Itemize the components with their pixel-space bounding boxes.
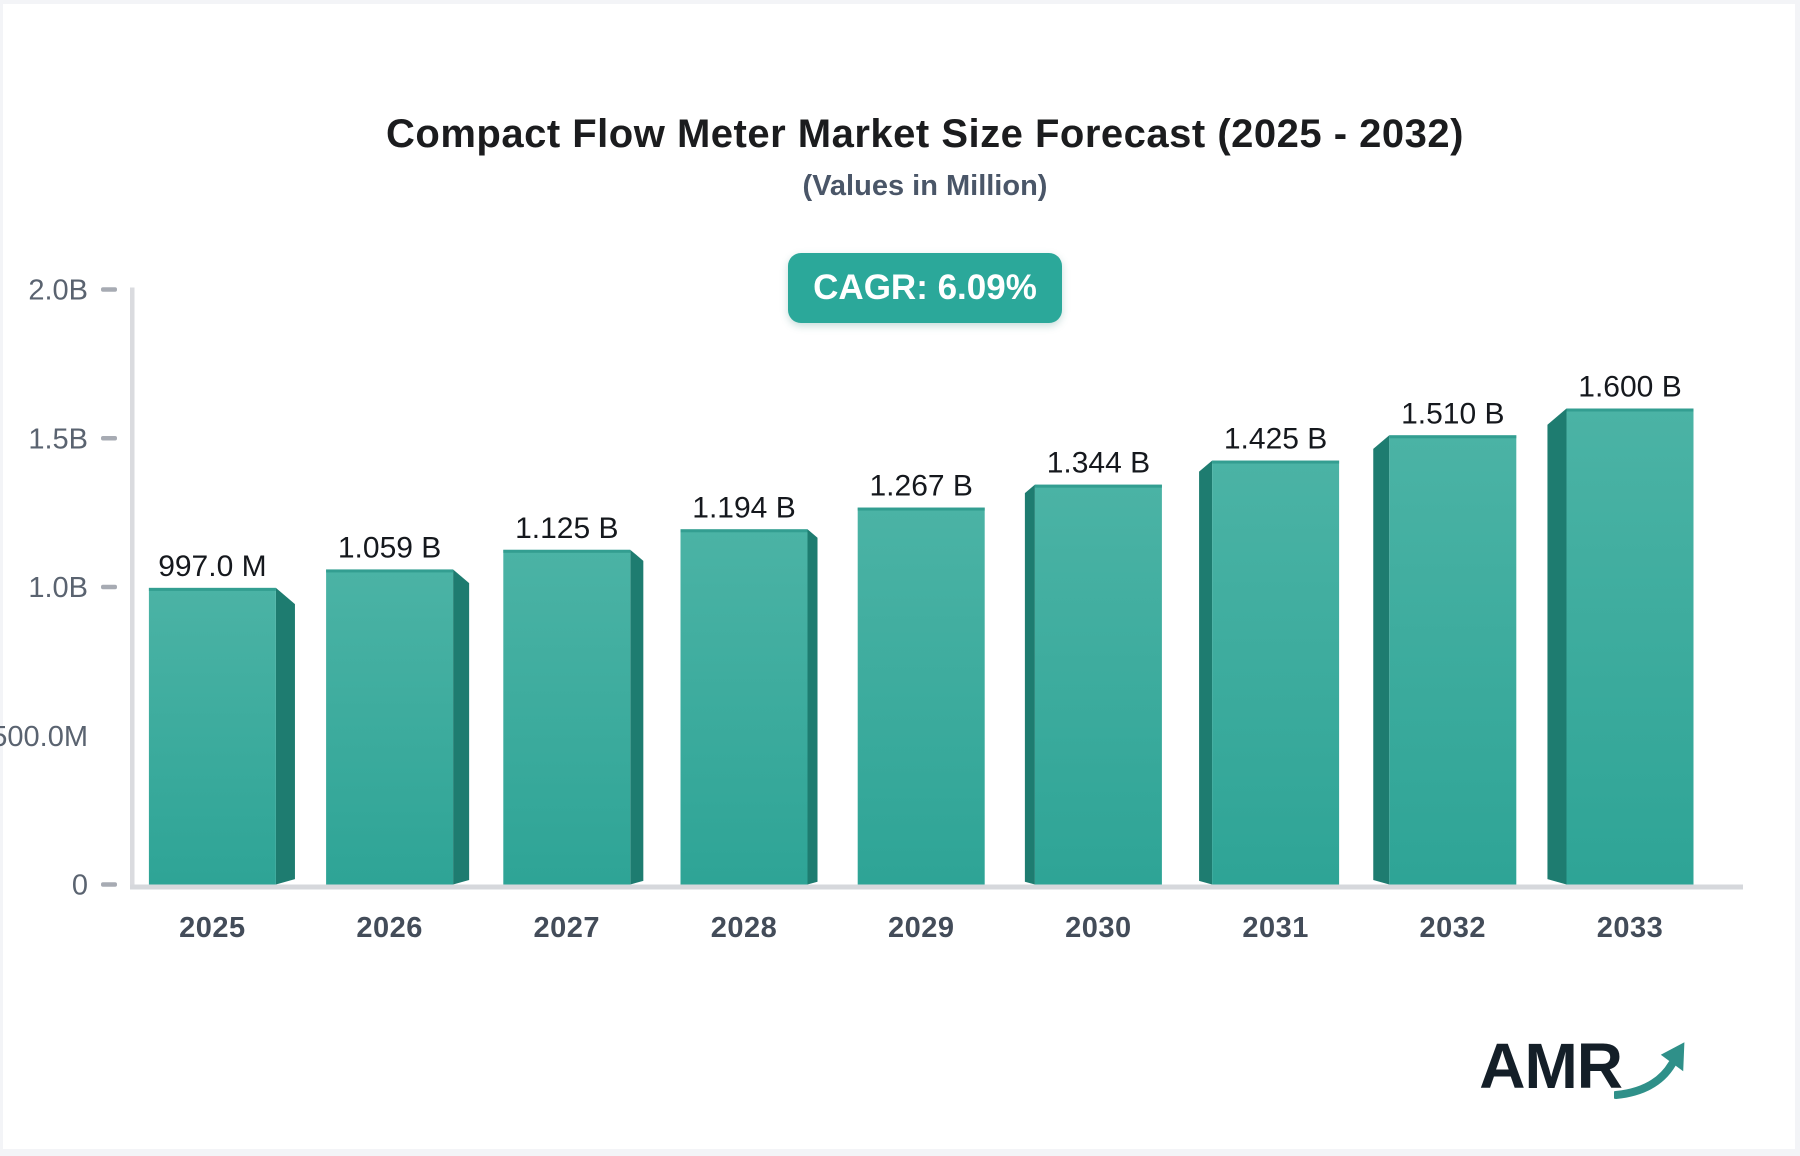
bar-top-edge	[1212, 460, 1340, 464]
bar-top-edge	[1566, 408, 1694, 412]
x-axis-label: 2030	[1065, 912, 1132, 944]
growth-arrow-icon	[1614, 1042, 1685, 1099]
arrow-tail	[1614, 1060, 1676, 1099]
cagr-badge: CAGR: 6.09%	[788, 253, 1062, 323]
bar-value-label: 1.344 B	[1047, 447, 1150, 480]
bar-top-edge	[1034, 484, 1162, 488]
bar-top-edge	[148, 587, 276, 591]
x-axis-label: 2029	[888, 912, 955, 944]
bars-layer	[148, 408, 1694, 885]
bar	[1034, 484, 1162, 885]
y-axis-label: 500.0M	[0, 721, 88, 753]
amr-logo: AMR	[1479, 1030, 1696, 1106]
bar-value-label: 1.510 B	[1401, 397, 1504, 430]
bar-top-edge	[680, 529, 808, 533]
bar-value-label: 1.267 B	[869, 470, 972, 503]
axis-layer: 2.0B 1.5B 1.0B 500.0M 0	[0, 275, 1743, 902]
bar	[1212, 460, 1340, 885]
bar	[680, 529, 808, 885]
bar	[148, 587, 276, 885]
bar-top-edge	[503, 549, 631, 553]
x-axis-label: 2027	[534, 912, 601, 944]
x-axis-label: 2028	[711, 912, 778, 944]
bar-value-label: 1.194 B	[692, 491, 795, 524]
bar	[1389, 435, 1517, 885]
x-axis-label: 2025	[179, 912, 246, 944]
x-axis-line	[130, 884, 1743, 890]
bar-side	[1199, 460, 1213, 885]
chart-title: Compact Flow Meter Market Size Forecast …	[386, 112, 1464, 156]
arrow-head	[1660, 1042, 1685, 1072]
bar-top-edge	[326, 569, 454, 573]
x-axis-label: 2032	[1420, 912, 1487, 944]
bar-value-label: 1.425 B	[1224, 423, 1327, 456]
labels-layer: 997.0 M 2025 1.059 B 2026 1.125 B 2027 1.194 B…	[158, 371, 1682, 945]
bar-value-label: 1.600 B	[1578, 371, 1681, 404]
bar-value-label: 997.0 M	[158, 550, 266, 583]
bar-top-edge	[857, 507, 985, 511]
y-axis-label: 0	[72, 870, 88, 902]
bar-value-label: 1.059 B	[338, 531, 441, 564]
bar-side	[1547, 408, 1567, 885]
bar-side	[807, 529, 818, 885]
x-axis-label: 2033	[1597, 912, 1664, 944]
bar	[503, 549, 631, 885]
bar-side	[275, 587, 295, 885]
y-axis-label: 1.0B	[28, 572, 88, 604]
amr-logo-text: AMR	[1479, 1030, 1623, 1102]
x-axis-label: 2031	[1242, 912, 1309, 944]
bar	[326, 569, 454, 885]
bar-top-edge	[1389, 435, 1517, 439]
x-axis-label: 2026	[356, 912, 423, 944]
y-axis-tick	[101, 584, 117, 590]
y-axis-tick	[101, 436, 117, 441]
chart-subtitle: (Values in Million)	[802, 170, 1048, 202]
y-axis-tick	[101, 287, 117, 292]
bar-side	[453, 569, 470, 885]
y-axis-label: 2.0B	[28, 275, 88, 307]
bar	[857, 507, 985, 885]
cagr-badge-label: CAGR: 6.09%	[813, 268, 1037, 307]
bar-value-label: 1.125 B	[515, 512, 618, 545]
bar-side	[1024, 484, 1035, 885]
y-axis-tick	[101, 882, 117, 887]
bar	[1566, 408, 1694, 885]
bar-side	[1373, 435, 1390, 885]
bar-side	[630, 549, 644, 885]
y-axis-line	[130, 287, 135, 890]
y-axis-label: 1.5B	[28, 423, 88, 455]
